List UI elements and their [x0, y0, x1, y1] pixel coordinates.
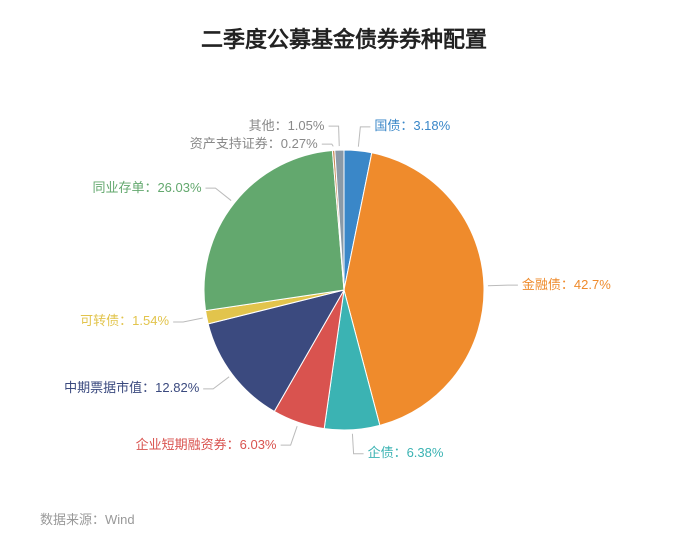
pie-label: 企业短期融资券：6.03%: [136, 438, 277, 451]
pie-chart: [0, 0, 688, 548]
pie-label: 资产支持证券：0.27%: [190, 137, 318, 150]
pie-label: 国债：3.18%: [374, 119, 450, 132]
pie-label: 可转债：1.54%: [80, 314, 169, 327]
chart-container: { "title": { "text": "二季度公募基金债券券种配置", "f…: [0, 0, 688, 548]
pie-label: 同业存单：26.03%: [92, 181, 201, 194]
data-source: 数据来源：Wind: [40, 509, 135, 528]
pie-slice: [204, 150, 344, 310]
pie-label: 中期票据市值：12.82%: [64, 381, 199, 394]
pie-label: 企债：6.38%: [368, 446, 444, 459]
pie-label: 其他：1.05%: [249, 119, 325, 132]
pie-label: 金融债：42.7%: [522, 278, 611, 291]
